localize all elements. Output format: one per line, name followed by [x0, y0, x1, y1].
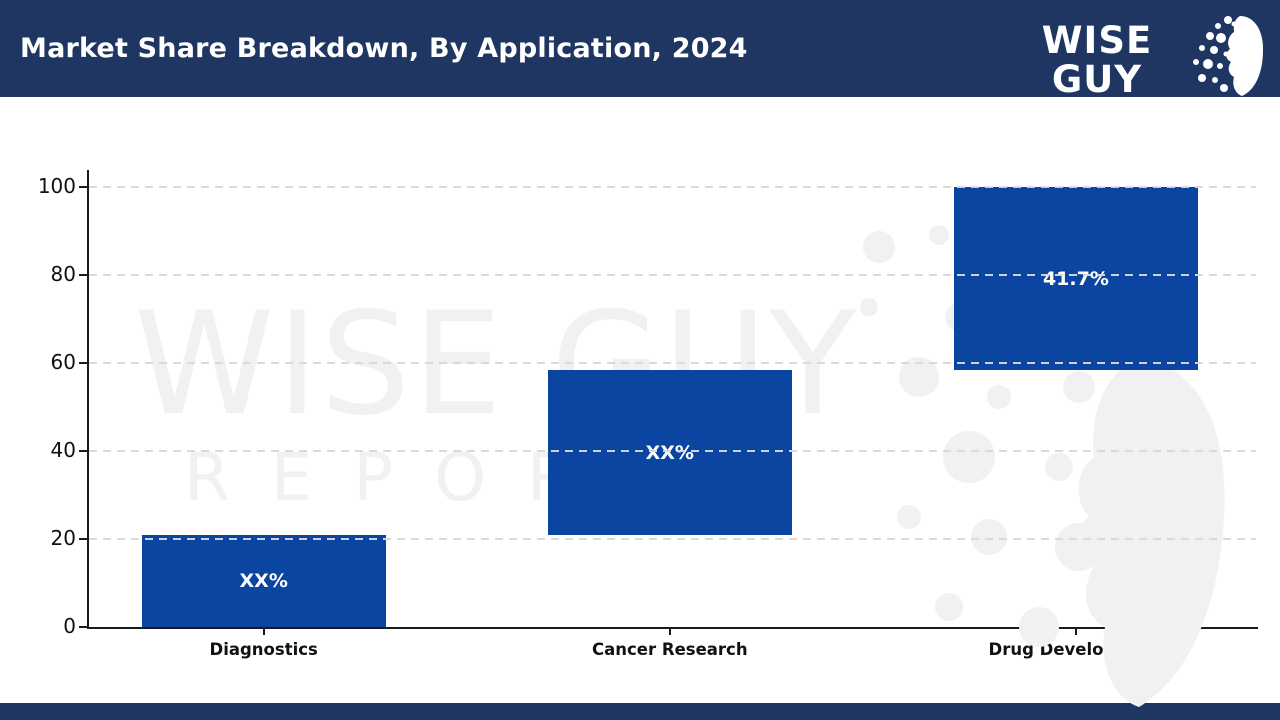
- y-tick-label: 40: [50, 438, 76, 462]
- x-axis-spine: [87, 627, 1258, 629]
- y-tick-mark: [79, 626, 87, 628]
- y-tick-mark: [79, 186, 87, 188]
- plot-area: XX% XX% 41.7%: [89, 186, 1256, 627]
- x-tick-mark: [262, 629, 265, 635]
- bar-value-label: XX%: [239, 570, 288, 593]
- bar-value-label: 41.7%: [1042, 267, 1109, 290]
- face-profile-icon: [1193, 16, 1264, 96]
- bar-diagnostics: XX%: [141, 535, 386, 627]
- y-tick-label: 60: [50, 350, 76, 374]
- y-axis-tick-marks: [79, 186, 87, 628]
- brand-name: WISE GUY: [1041, 19, 1153, 101]
- x-category-label: Drug Development: [988, 640, 1164, 659]
- y-tick-mark: [79, 274, 87, 276]
- brand-subname: REPORTS: [1033, 101, 1166, 116]
- y-tick-mark: [79, 450, 87, 452]
- bar-value-label: XX%: [645, 441, 694, 464]
- y-axis-tick-labels: 0 20 40 60 80 100: [0, 174, 76, 638]
- y-tick-mark: [79, 538, 87, 540]
- bar-cancer-research: XX%: [547, 370, 792, 536]
- brand-logo-text: WISE GUY REPORTS: [1006, 19, 1188, 116]
- y-tick-label: 0: [63, 614, 76, 638]
- gridline: [89, 362, 1256, 364]
- y-axis-spine: [87, 170, 89, 629]
- gridline: [89, 538, 1256, 540]
- y-tick-label: 100: [37, 174, 76, 198]
- y-tick-label: 80: [50, 262, 76, 286]
- page-title: Market Share Breakdown, By Application, …: [20, 33, 748, 64]
- bar-drug-development: 41.7%: [954, 187, 1198, 371]
- x-category-label: Cancer Research: [592, 640, 748, 659]
- brand-logo: WISE GUY REPORTS: [1006, 8, 1266, 116]
- header-bar: Market Share Breakdown, By Application, …: [0, 0, 1280, 116]
- x-tick-mark: [1074, 629, 1077, 635]
- gridline: [89, 450, 1256, 452]
- y-tick-label: 20: [50, 526, 76, 550]
- gridline: [89, 186, 1256, 188]
- gridline: [89, 274, 1256, 276]
- x-category-label: Diagnostics: [209, 640, 318, 659]
- footer-bar: [0, 703, 1280, 720]
- x-axis-labels: Diagnostics Cancer Research Drug Developme…: [89, 629, 1256, 679]
- x-tick-mark: [668, 629, 671, 635]
- y-tick-mark: [79, 362, 87, 364]
